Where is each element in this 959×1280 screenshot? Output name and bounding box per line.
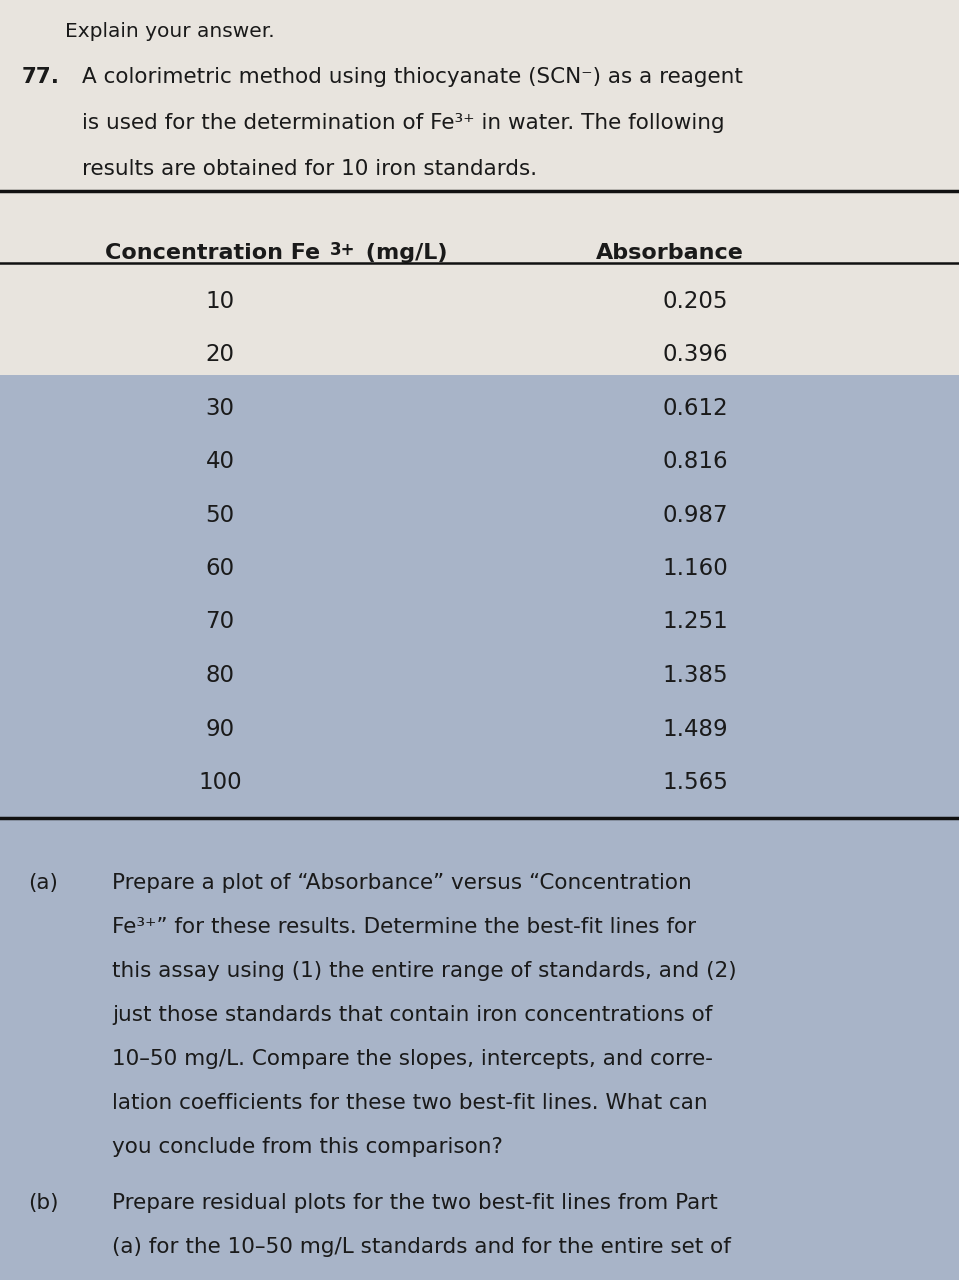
Text: 1.489: 1.489 (662, 718, 728, 741)
Text: 50: 50 (205, 503, 235, 526)
Text: 0.205: 0.205 (663, 289, 728, 312)
Text: 70: 70 (205, 611, 235, 634)
Text: 100: 100 (199, 771, 242, 794)
Text: you conclude from this comparison?: you conclude from this comparison? (112, 1137, 503, 1157)
Text: 60: 60 (205, 557, 235, 580)
Text: (a) for the 10–50 mg/L standards and for the entire set of: (a) for the 10–50 mg/L standards and for… (112, 1236, 731, 1257)
Text: 0.396: 0.396 (662, 343, 728, 366)
Text: 90: 90 (205, 718, 235, 741)
Text: this assay using (1) the entire range of standards, and (2): this assay using (1) the entire range of… (112, 961, 737, 980)
Text: 1.565: 1.565 (662, 771, 728, 794)
Text: Prepare a plot of “Absorbance” versus “Concentration: Prepare a plot of “Absorbance” versus “C… (112, 873, 691, 893)
Text: 10–50 mg/L. Compare the slopes, intercepts, and corre-: 10–50 mg/L. Compare the slopes, intercep… (112, 1050, 713, 1069)
Text: Fe³⁺” for these results. Determine the best-fit lines for: Fe³⁺” for these results. Determine the b… (112, 916, 696, 937)
Text: 0.816: 0.816 (662, 451, 728, 474)
Text: is used for the determination of Fe³⁺ in water. The following: is used for the determination of Fe³⁺ in… (82, 113, 725, 133)
Text: 40: 40 (205, 451, 235, 474)
Text: 0.612: 0.612 (662, 397, 728, 420)
Text: Prepare residual plots for the two best-fit lines from Part: Prepare residual plots for the two best-… (112, 1193, 717, 1213)
Text: 77.: 77. (22, 67, 60, 87)
Text: Concentration Fe: Concentration Fe (105, 243, 320, 262)
Text: 20: 20 (205, 343, 235, 366)
Text: lation coefficients for these two best-fit lines. What can: lation coefficients for these two best-f… (112, 1093, 708, 1114)
Text: results are obtained for 10 iron standards.: results are obtained for 10 iron standar… (82, 159, 537, 179)
Text: (mg/L): (mg/L) (358, 243, 448, 262)
Bar (0, 375, 959, 1280)
Text: Absorbance: Absorbance (596, 243, 744, 262)
Text: (b): (b) (28, 1193, 58, 1213)
Text: 1.251: 1.251 (662, 611, 728, 634)
Text: Explain your answer.: Explain your answer. (65, 22, 274, 41)
Text: (a): (a) (28, 873, 58, 893)
Text: 1.385: 1.385 (662, 664, 728, 687)
Text: 10: 10 (205, 289, 235, 312)
Text: 0.987: 0.987 (662, 503, 728, 526)
Text: 30: 30 (205, 397, 235, 420)
Text: just those standards that contain iron concentrations of: just those standards that contain iron c… (112, 1005, 713, 1025)
Text: 80: 80 (205, 664, 235, 687)
Text: A colorimetric method using thiocyanate (SCN⁻) as a reagent: A colorimetric method using thiocyanate … (82, 67, 743, 87)
Text: 1.160: 1.160 (662, 557, 728, 580)
Text: 3+: 3+ (330, 241, 356, 259)
